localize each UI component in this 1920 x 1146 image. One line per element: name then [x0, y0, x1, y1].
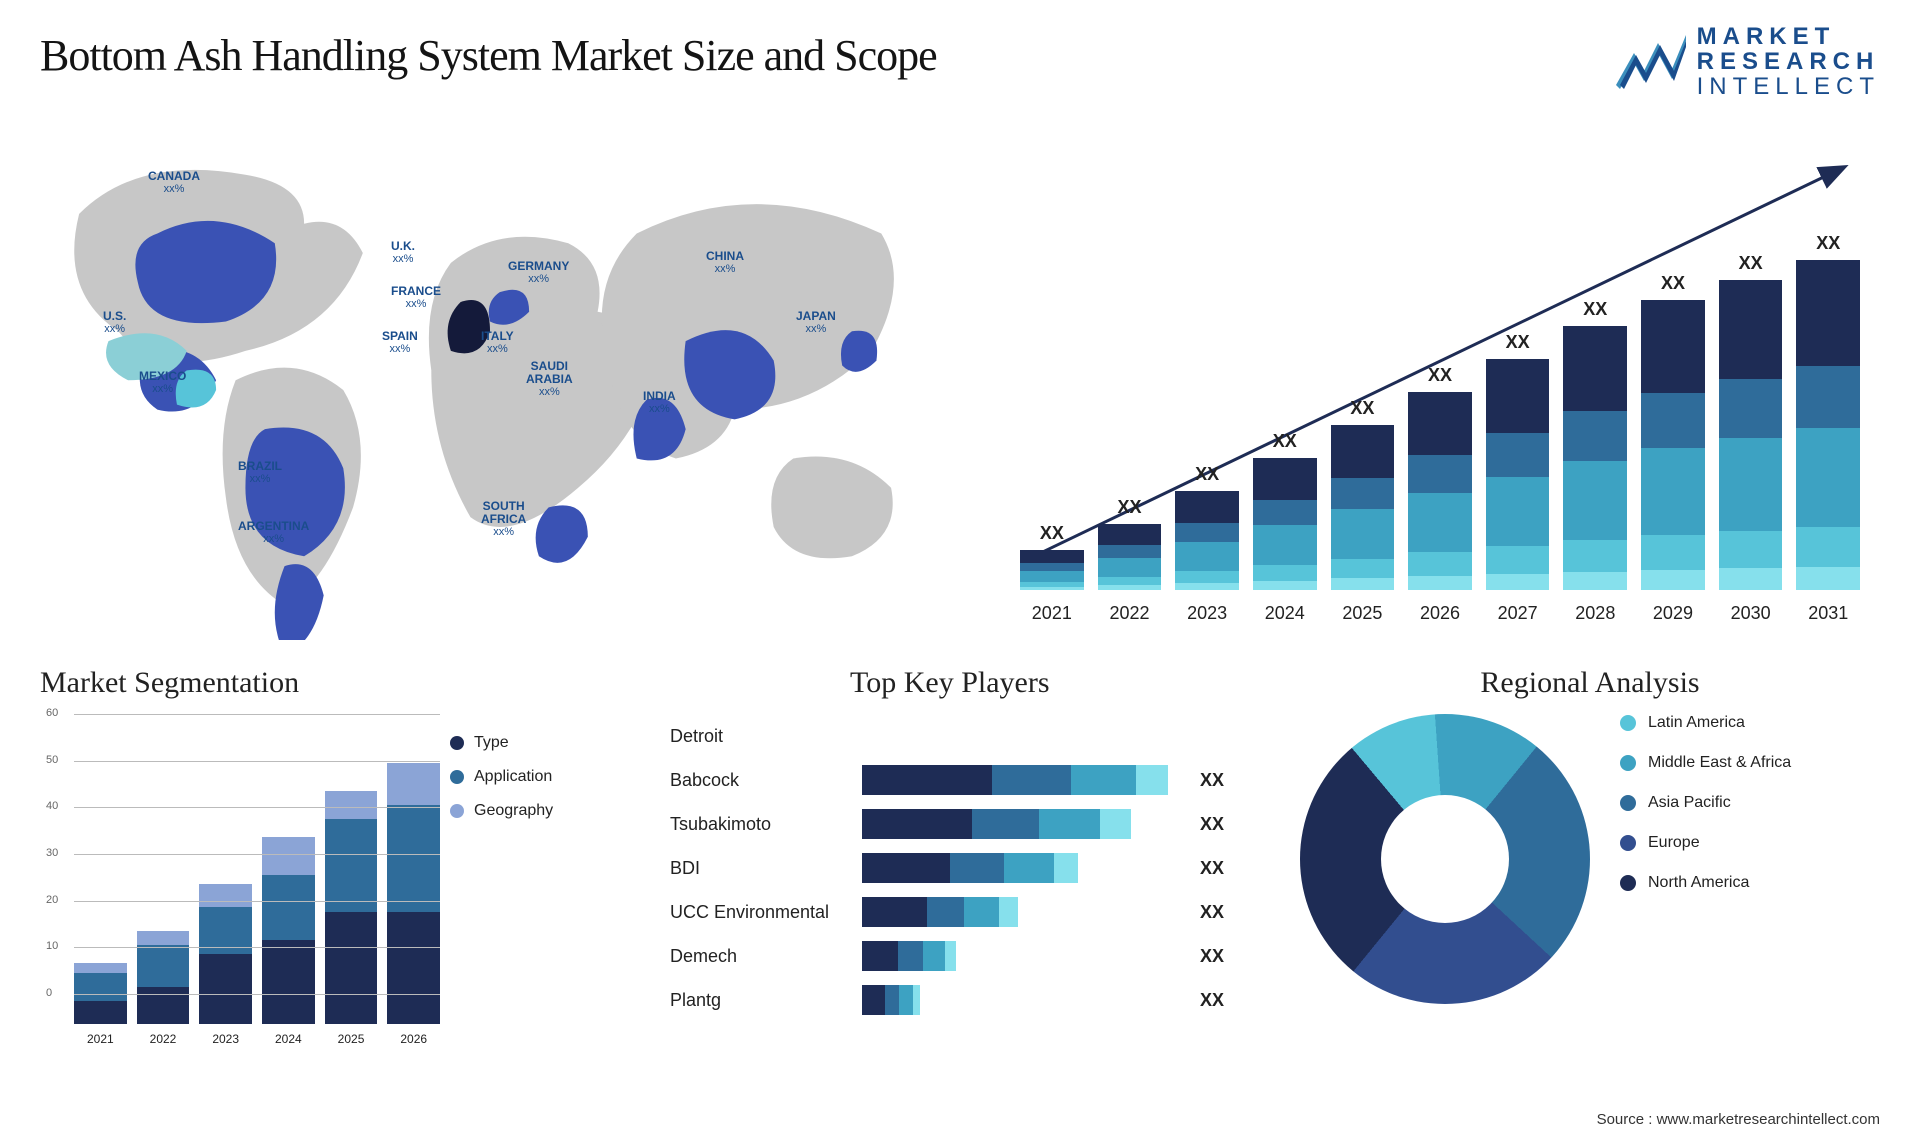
- logo-line1: MARKET: [1697, 23, 1836, 50]
- map-label-canada: CANADAxx%: [148, 170, 200, 195]
- regional-donut: [1300, 714, 1590, 1004]
- key-players-title: Top Key Players: [850, 666, 1250, 700]
- regional-legend: Latin America Middle East & Africa Asia Pa…: [1620, 714, 1791, 914]
- map-label-india: INDIAxx%: [643, 390, 676, 415]
- growth-bar-2023: XX2023: [1175, 150, 1239, 590]
- map-label-u-k-: U.K.xx%: [391, 240, 415, 265]
- brand-logo: MARKET RESEARCH INTELLECT: [1616, 24, 1880, 100]
- growth-bar-2029: XX2029: [1641, 150, 1705, 590]
- logo-line2: RESEARCH: [1697, 48, 1880, 75]
- map-label-brazil: BRAZILxx%: [238, 460, 282, 485]
- growth-bar-2028: XX2028: [1563, 150, 1627, 590]
- map-label-argentina: ARGENTINAxx%: [238, 520, 309, 545]
- kp-row-plantg: PlantgXX: [670, 978, 1250, 1022]
- growth-bar-2030: XX2030: [1719, 150, 1783, 590]
- logo-icon: [1616, 35, 1686, 89]
- ra-legend-north-america: North America: [1620, 874, 1791, 892]
- regional-panel: Regional Analysis Latin America Middle Ea…: [1300, 666, 1880, 1106]
- ra-legend-latin-america: Latin America: [1620, 714, 1791, 732]
- seg-bar-2024: 2024: [262, 837, 315, 1024]
- source-attribution: Source : www.marketresearchintellect.com: [1597, 1111, 1880, 1128]
- seg-legend-type: Type: [450, 734, 620, 752]
- kp-row-tsubakimoto: TsubakimotoXX: [670, 802, 1250, 846]
- key-players-list: DetroitBabcockXXTsubakimotoXXBDIXXUCC En…: [670, 714, 1250, 1022]
- map-label-france: FRANCExx%: [391, 285, 441, 310]
- seg-bar-2022: 2022: [137, 931, 190, 1024]
- segmentation-legend: Type Application Geography: [450, 734, 620, 836]
- segmentation-title: Market Segmentation: [40, 666, 620, 700]
- map-label-saudi-arabia: SAUDIARABIAxx%: [526, 360, 573, 398]
- segmentation-chart: 202120222023202420252026 0102030405060 T…: [42, 714, 620, 1054]
- segmentation-panel: Market Segmentation 20212022202320242025…: [40, 666, 620, 1106]
- kp-row-bdi: BDIXX: [670, 846, 1250, 890]
- seg-bar-2023: 2023: [199, 884, 252, 1024]
- growth-bar-2022: XX2022: [1098, 150, 1162, 590]
- map-label-u-s-: U.S.xx%: [103, 310, 126, 335]
- seg-legend-geography: Geography: [450, 802, 620, 820]
- seg-bar-2026: 2026: [387, 763, 440, 1024]
- key-players-panel: Top Key Players DetroitBabcockXXTsubakim…: [670, 666, 1250, 1106]
- growth-bar-2024: XX2024: [1253, 150, 1317, 590]
- growth-chart: XX2021XX2022XX2023XX2024XX2025XX2026XX20…: [980, 140, 1880, 640]
- growth-bar-2025: XX2025: [1331, 150, 1395, 590]
- kp-row-detroit: Detroit: [670, 714, 1250, 758]
- ra-legend-asia-pacific: Asia Pacific: [1620, 794, 1791, 812]
- map-label-mexico: MEXICOxx%: [139, 370, 186, 395]
- kp-row-demech: DemechXX: [670, 934, 1250, 978]
- map-label-japan: JAPANxx%: [796, 310, 836, 335]
- seg-bar-2025: 2025: [325, 791, 378, 1024]
- growth-bar-2021: XX2021: [1020, 150, 1084, 590]
- map-label-china: CHINAxx%: [706, 250, 744, 275]
- seg-legend-application: Application: [450, 768, 620, 786]
- regional-title: Regional Analysis: [1300, 666, 1880, 700]
- ra-legend-europe: Europe: [1620, 834, 1791, 852]
- logo-line3: INTELLECT: [1697, 73, 1880, 100]
- kp-row-ucc-environmental: UCC EnvironmentalXX: [670, 890, 1250, 934]
- page-title: Bottom Ash Handling System Market Size a…: [40, 30, 937, 81]
- kp-row-babcock: BabcockXX: [670, 758, 1250, 802]
- growth-bar-2027: XX2027: [1486, 150, 1550, 590]
- map-label-spain: SPAINxx%: [382, 330, 418, 355]
- map-label-italy: ITALYxx%: [481, 330, 514, 355]
- map-label-germany: GERMANYxx%: [508, 260, 569, 285]
- growth-bar-2026: XX2026: [1408, 150, 1472, 590]
- map-label-south-africa: SOUTHAFRICAxx%: [481, 500, 526, 538]
- world-map-panel: CANADAxx% U.S.xx% MEXICOxx% BRAZILxx% ARGENT…: [40, 140, 940, 640]
- growth-bar-2031: XX2031: [1796, 150, 1860, 590]
- ra-legend-middle-east-africa: Middle East & Africa: [1620, 754, 1791, 772]
